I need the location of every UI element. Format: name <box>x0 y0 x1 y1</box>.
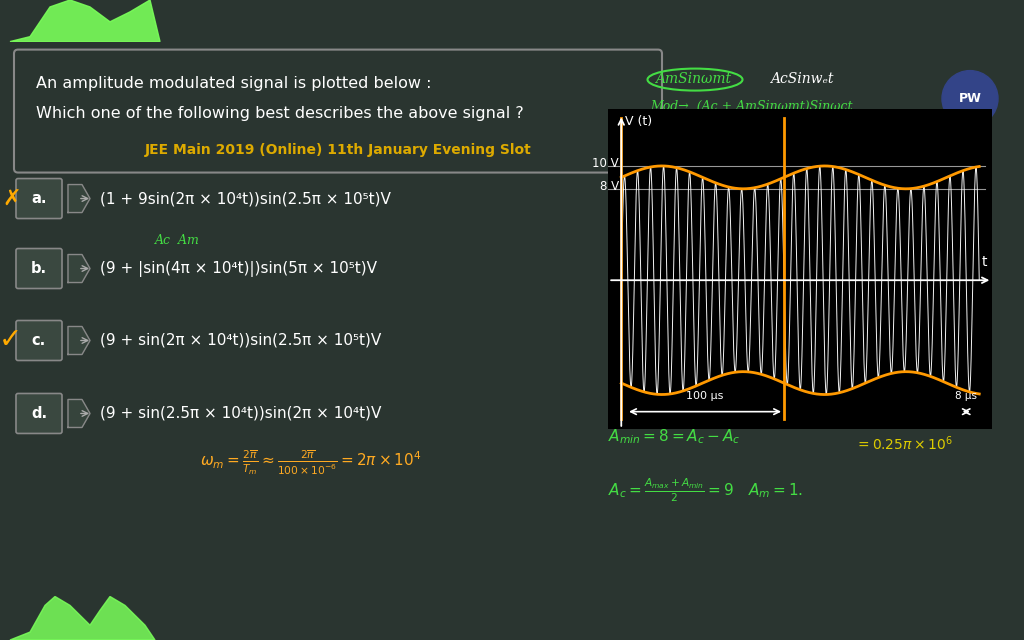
Text: (9 + |sin(4π × 10⁴t)|)sin(5π × 10⁵t)V: (9 + |sin(4π × 10⁴t)|)sin(5π × 10⁵t)V <box>100 260 377 276</box>
Text: b.: b. <box>31 261 47 276</box>
FancyBboxPatch shape <box>14 49 662 173</box>
Text: c.: c. <box>32 333 46 348</box>
Text: 10 V: 10 V <box>592 157 618 170</box>
Polygon shape <box>68 184 90 212</box>
Polygon shape <box>68 399 90 428</box>
FancyBboxPatch shape <box>16 321 62 360</box>
Text: AmSinωmt: AmSinωmt <box>655 72 731 86</box>
Polygon shape <box>68 326 90 355</box>
Circle shape <box>942 70 998 127</box>
Text: (9 + sin(2.5π × 10⁴t))sin(2π × 10⁴t)V: (9 + sin(2.5π × 10⁴t))sin(2π × 10⁴t)V <box>100 406 381 421</box>
Text: $A_{min} = 8 = A_c - A_c$: $A_{min} = 8 = A_c - A_c$ <box>608 427 740 446</box>
Text: 100 μs: 100 μs <box>686 392 723 401</box>
Text: $A_c = \frac{A_{max}+A_{min}}{2} = 9 \quad A_m = 1.$: $A_c = \frac{A_{max}+A_{min}}{2} = 9 \qu… <box>608 477 803 504</box>
Text: Mod→  (Ac + AmSinωmt)Sinωct: Mod→ (Ac + AmSinωmt)Sinωct <box>650 100 853 113</box>
FancyBboxPatch shape <box>16 248 62 289</box>
Text: PW: PW <box>958 92 981 105</box>
Text: $= 0.25\pi\times10^6$: $= 0.25\pi\times10^6$ <box>855 434 953 452</box>
Text: JEE Main 2019 (Online) 11th January Evening Slot: JEE Main 2019 (Online) 11th January Even… <box>144 143 531 157</box>
Text: Ac  Am: Ac Am <box>155 234 200 247</box>
Text: (1 + 9sin(2π × 10⁴t))sin(2.5π × 10⁵t)V: (1 + 9sin(2π × 10⁴t))sin(2.5π × 10⁵t)V <box>100 191 391 206</box>
Text: AcSinwₑt: AcSinwₑt <box>770 72 834 86</box>
Text: V (t): V (t) <box>625 115 651 127</box>
Text: t: t <box>982 255 987 269</box>
Text: $A_{max} = 10 = A_c + A_m$: $A_{max} = 10 = A_c + A_m$ <box>608 379 758 398</box>
Text: $\omega_m = \frac{2\overline{\pi}}{T_m} \approx \frac{2\overline{\pi}}{100\times: $\omega_m = \frac{2\overline{\pi}}{T_m} … <box>200 449 422 477</box>
Text: a.: a. <box>32 191 47 206</box>
Text: ✗: ✗ <box>3 189 22 209</box>
Text: d.: d. <box>31 406 47 421</box>
Polygon shape <box>10 596 155 640</box>
Text: 8 μs: 8 μs <box>955 392 977 401</box>
Text: 8 V: 8 V <box>600 180 618 193</box>
FancyBboxPatch shape <box>16 394 62 433</box>
Text: (9 + sin(2π × 10⁴t))sin(2.5π × 10⁵t)V: (9 + sin(2π × 10⁴t))sin(2.5π × 10⁵t)V <box>100 333 381 348</box>
Text: Which one of the following best describes the above signal ?: Which one of the following best describe… <box>36 106 523 120</box>
Text: ✓: ✓ <box>0 326 22 355</box>
Text: $w_c = \frac{2\overline{\pi}}{8\times10^{-6}}$: $w_c = \frac{2\overline{\pi}}{8\times10^… <box>855 376 932 401</box>
Polygon shape <box>68 255 90 282</box>
FancyBboxPatch shape <box>16 179 62 218</box>
Polygon shape <box>10 0 160 42</box>
Text: An amplitude modulated signal is plotted below :: An amplitude modulated signal is plotted… <box>36 76 431 91</box>
